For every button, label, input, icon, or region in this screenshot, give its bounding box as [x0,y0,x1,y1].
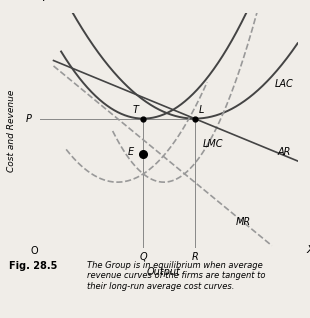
Text: AR: AR [277,147,290,157]
Text: T: T [133,105,139,115]
Text: Cost and Revenue: Cost and Revenue [7,89,16,172]
Text: LMC: LMC [202,139,223,149]
Text: Q: Q [140,252,147,262]
Text: MR: MR [236,218,251,227]
Text: X: X [307,245,310,255]
Text: O: O [30,246,38,256]
Text: Fig. 28.5: Fig. 28.5 [9,261,58,271]
Text: Output: Output [147,266,181,277]
Text: R: R [191,252,198,262]
Text: P: P [25,114,31,124]
Text: E: E [128,147,134,157]
Text: The Group is in equilibrium when average
revenue curves of the firms are tangent: The Group is in equilibrium when average… [87,261,265,291]
Text: Y: Y [41,0,47,3]
Text: L: L [198,105,204,115]
Text: LAC: LAC [274,79,293,89]
